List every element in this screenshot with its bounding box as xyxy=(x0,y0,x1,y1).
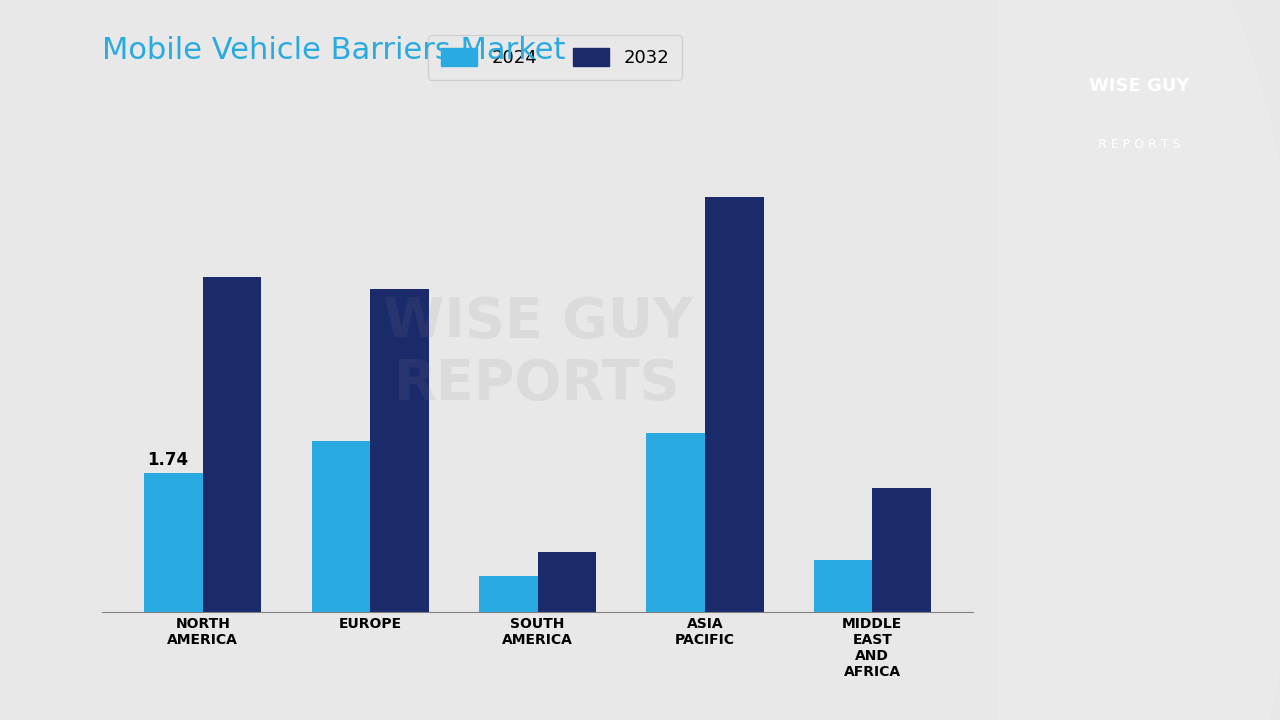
Text: WISE GUY
REPORTS: WISE GUY REPORTS xyxy=(383,294,692,411)
Text: 1.74: 1.74 xyxy=(147,451,188,469)
Text: WISE GUY: WISE GUY xyxy=(1089,77,1189,95)
Bar xyxy=(646,433,705,612)
Circle shape xyxy=(863,0,1280,720)
Bar xyxy=(705,197,764,612)
Bar xyxy=(873,488,931,612)
Text: Mobile Vehicle Barriers Market: Mobile Vehicle Barriers Market xyxy=(102,36,566,65)
Bar xyxy=(311,441,370,612)
Bar xyxy=(202,277,261,612)
Bar xyxy=(814,560,873,612)
Bar xyxy=(479,576,538,612)
Bar xyxy=(538,552,596,612)
Legend: 2024, 2032: 2024, 2032 xyxy=(428,35,682,80)
Bar xyxy=(370,289,429,612)
Bar xyxy=(145,473,202,612)
Text: R E P O R T S: R E P O R T S xyxy=(1098,138,1180,150)
